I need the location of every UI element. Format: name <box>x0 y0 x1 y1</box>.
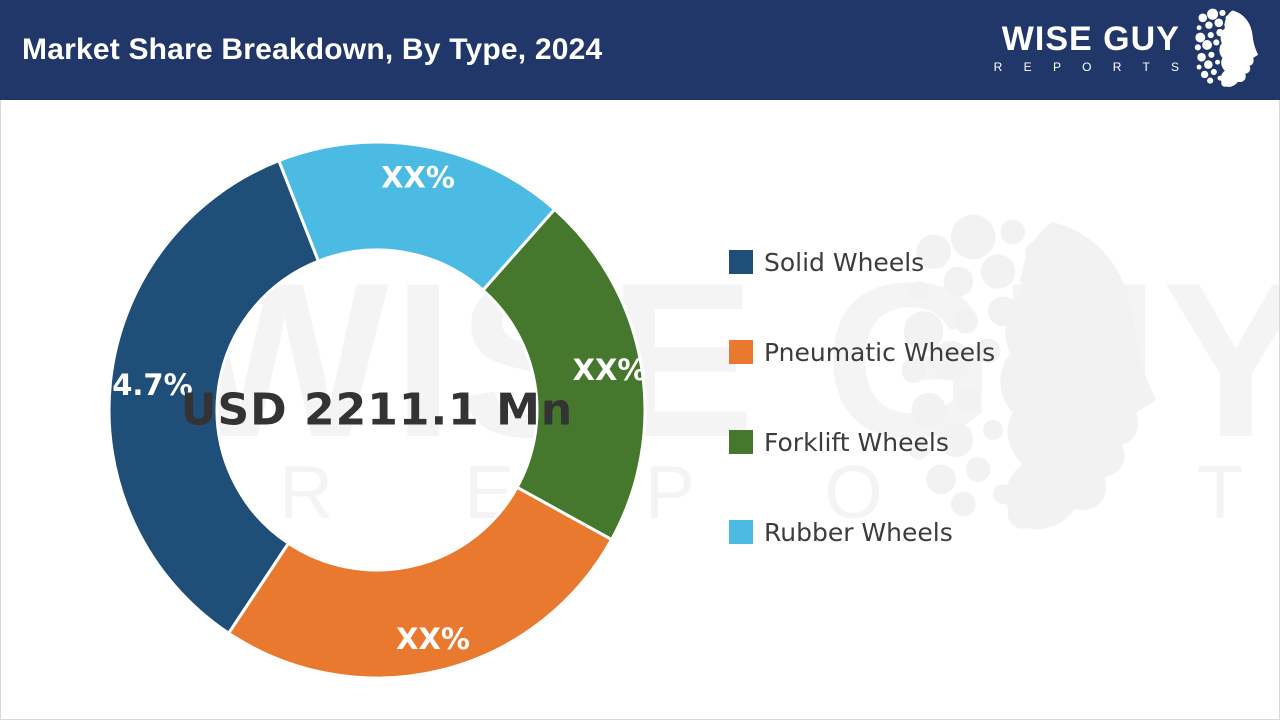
chart-card: WISE GUY R E P O R T S 34.7%XX%XX%XX% US… <box>0 100 1280 720</box>
donut-segment-solid-wheels <box>107 158 321 636</box>
header-bar: Market Share Breakdown, By Type, 2024 WI… <box>0 0 1280 100</box>
segment-value-label: 34.7% <box>97 368 193 402</box>
legend-item: Forklift Wheels <box>729 427 995 457</box>
page-title: Market Share Breakdown, By Type, 2024 <box>22 33 603 66</box>
donut-segment-rubber-wheels <box>276 140 557 293</box>
legend-label: Pneumatic Wheels <box>764 337 996 367</box>
segment-value-label: XX% <box>396 622 470 656</box>
legend-swatch <box>729 250 753 274</box>
logo-name: WISE GUY <box>1001 20 1180 58</box>
legend-item: Pneumatic Wheels <box>729 337 996 367</box>
donut-segment-pneumatic-wheels <box>226 485 614 680</box>
logo-subtitle: R E P O R T S <box>993 60 1188 74</box>
legend-label: Solid Wheels <box>764 247 925 277</box>
segment-value-label: XX% <box>381 161 455 195</box>
legend-swatch <box>729 520 753 544</box>
legend: Solid Wheels Pneumatic Wheels Forklift Whe… <box>729 247 996 609</box>
logo-face-icon <box>1194 8 1259 87</box>
legend-swatch <box>729 430 753 454</box>
wise-guy-reports-logo: WISE GUY R E P O R T S <box>994 8 1262 88</box>
donut-chart: 34.7% XX% XX% XX% USD 2211.1 Mn <box>97 140 647 680</box>
legend-swatch <box>729 340 753 364</box>
logo-text: WISE GUY R E P O R T S <box>994 22 1188 74</box>
segment-value-label: XX% <box>573 353 647 387</box>
legend-item: Rubber Wheels <box>729 517 995 547</box>
legend-label: Rubber Wheels <box>764 517 953 547</box>
legend-item: Solid Wheels <box>729 247 995 277</box>
donut-segment-forklift-wheels <box>480 207 647 542</box>
donut-center-value: USD 2211.1 Mn <box>181 385 573 436</box>
legend-label: Forklift Wheels <box>764 427 949 457</box>
